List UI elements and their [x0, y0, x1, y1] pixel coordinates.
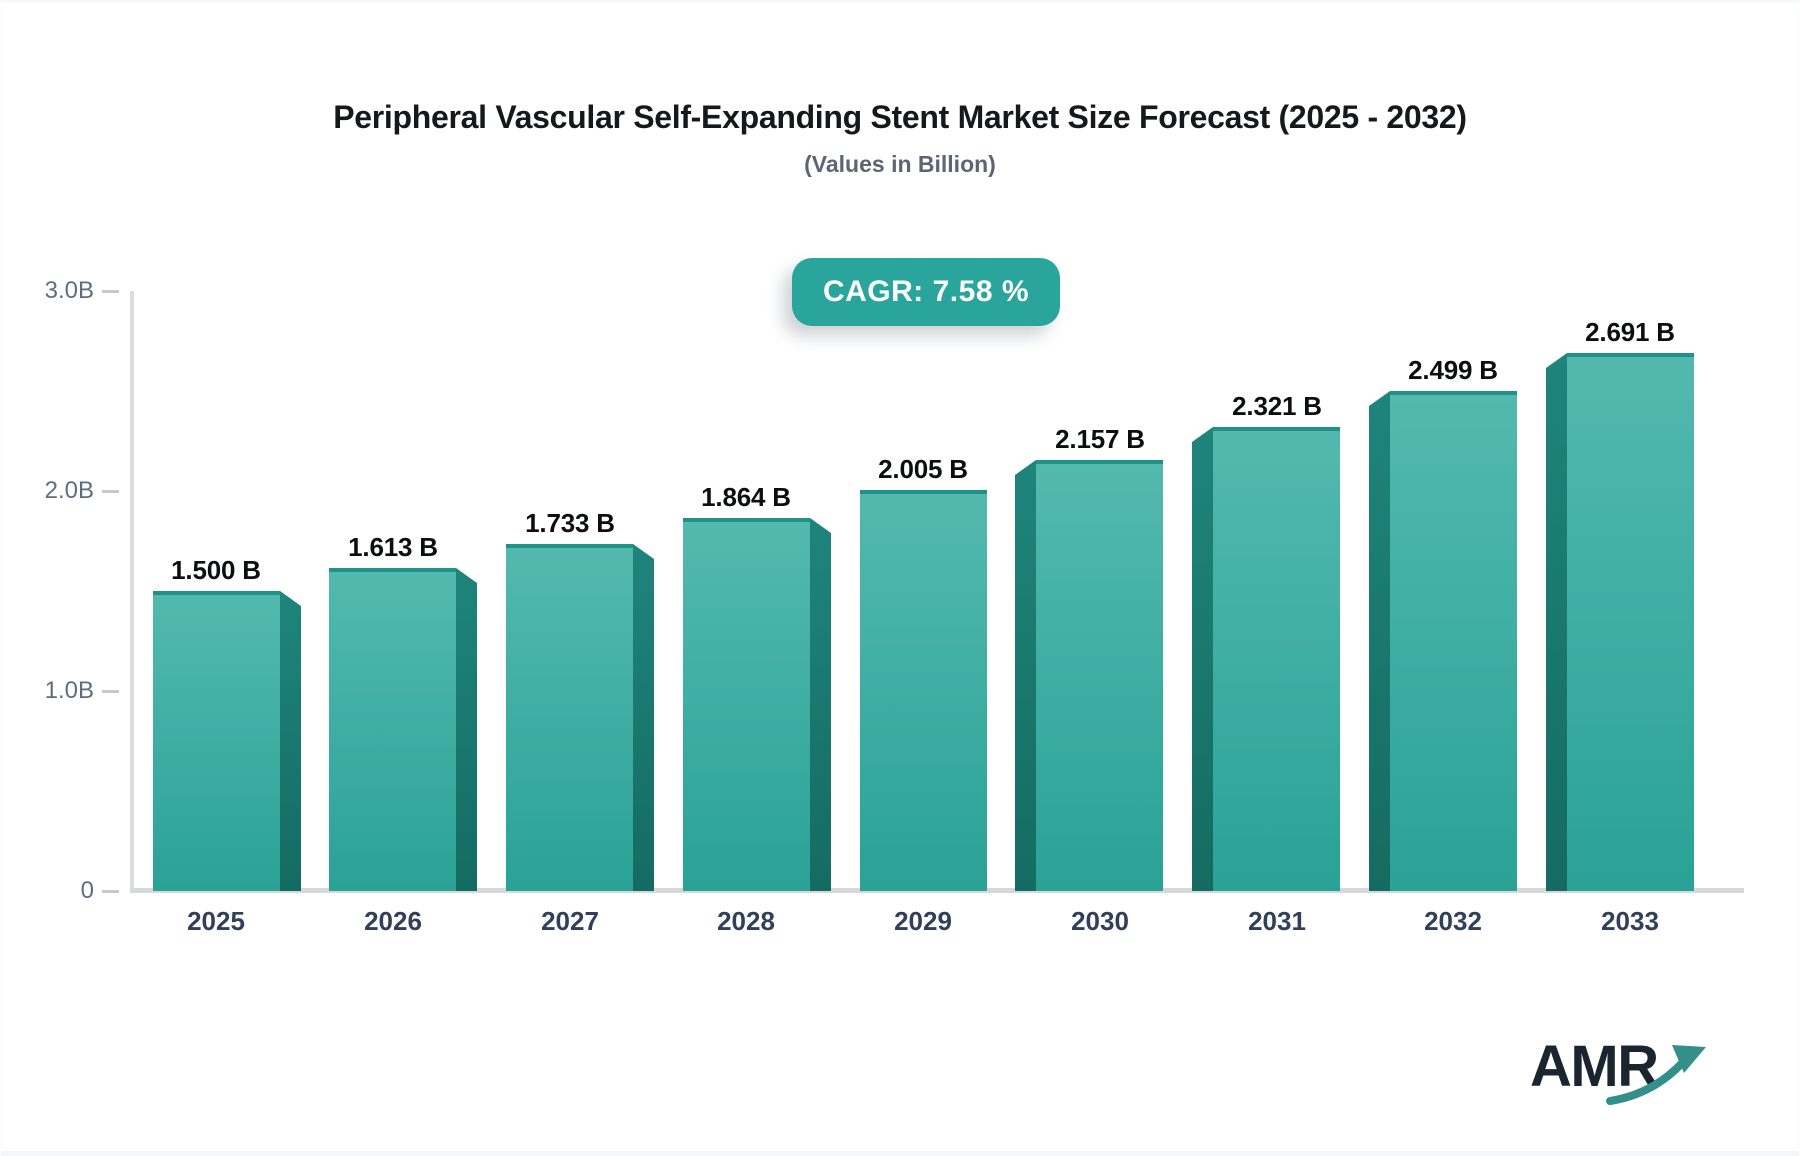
bar-side-face [456, 568, 477, 891]
bar-2032 [1369, 391, 1517, 891]
bar-side-face [1192, 427, 1213, 891]
bar-2030 [1015, 460, 1163, 891]
bar-2026 [329, 568, 477, 891]
bar-side-face [1015, 460, 1036, 891]
x-axis-label-2030: 2030 [1071, 906, 1129, 936]
bar-face [860, 490, 987, 891]
bar-face [683, 518, 810, 891]
x-axis-label-2026: 2026 [364, 906, 422, 936]
bar-side-face [1369, 391, 1390, 891]
bar-side-face [280, 591, 301, 891]
x-axis-label-2032: 2032 [1424, 906, 1482, 936]
bar-value-label-2029: 2.005 B [878, 454, 968, 484]
amr-logo: AMR [1530, 1033, 1720, 1109]
amr-logo-text: AMR [1530, 1034, 1659, 1099]
y-axis-line [130, 291, 134, 891]
y-axis-tick-label-2.0B: 2.0B [44, 477, 94, 504]
bar-value-label-2026: 1.613 B [348, 532, 438, 562]
bar-face [329, 568, 456, 891]
chart-title: Peripheral Vascular Self-Expanding Stent… [333, 99, 1467, 135]
bar-face [153, 591, 280, 891]
bar-value-label-2032: 2.499 B [1408, 355, 1498, 385]
bar-side-face [633, 544, 654, 891]
y-axis-tick-mark [102, 890, 119, 893]
x-axis-label-2031: 2031 [1248, 906, 1306, 936]
chart-subtitle: (Values in Billion) [804, 151, 996, 177]
bar-2029 [860, 490, 987, 891]
bar-face [1213, 427, 1340, 891]
x-axis-label-2029: 2029 [894, 906, 952, 936]
bar-2033 [1546, 353, 1694, 891]
bar-value-label-2030: 2.157 B [1055, 424, 1145, 454]
bar-2031 [1192, 427, 1340, 891]
x-axis-label-2028: 2028 [717, 906, 775, 936]
bar-side-face [1546, 353, 1567, 891]
bar-value-label-2031: 2.321 B [1232, 391, 1322, 421]
bar-2028 [683, 518, 831, 891]
bar-side-face [810, 518, 831, 891]
bar-value-label-2028: 1.864 B [701, 482, 791, 512]
bar-2027 [506, 544, 654, 891]
trend-up-arrow-icon [1606, 1045, 1706, 1105]
cagr-badge-label: CAGR: 7.58 % [822, 275, 1030, 308]
bar-face [1567, 353, 1694, 891]
x-axis-label-2033: 2033 [1601, 906, 1659, 936]
y-axis-tick-label-0: 0 [80, 877, 94, 904]
bar-value-label-2027: 1.733 B [525, 508, 615, 538]
x-axis-label-2027: 2027 [541, 906, 599, 936]
y-axis-tick-label-3.0B: 3.0B [44, 277, 94, 304]
bar-face [1390, 391, 1517, 891]
bar-value-label-2025: 1.500 B [171, 555, 261, 585]
bar-value-label-2033: 2.691 B [1585, 317, 1675, 347]
y-axis-tick-label-1.0B: 1.0B [44, 677, 94, 704]
y-axis-tick-mark [102, 290, 119, 293]
bar-2025 [153, 591, 301, 891]
bar-face [506, 544, 633, 891]
cagr-badge: CAGR: 7.58 % [792, 258, 1060, 326]
bar-face [1036, 460, 1163, 891]
x-axis-label-2025: 2025 [187, 906, 245, 936]
y-axis-tick-mark [102, 690, 119, 693]
y-axis-tick-mark [102, 490, 119, 493]
